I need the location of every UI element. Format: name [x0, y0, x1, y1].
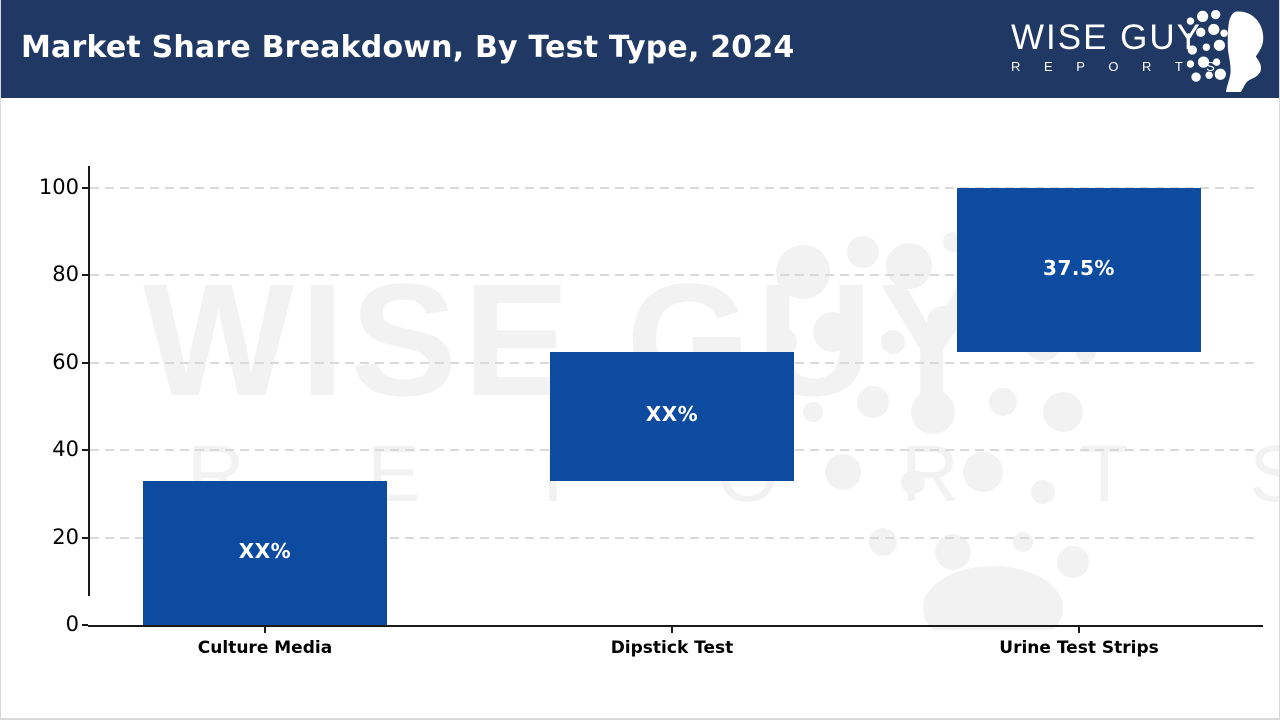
y-tick-label-80: 80 [52, 262, 79, 286]
bar-value-label-0: XX% [238, 538, 292, 563]
x-category-label-0: Culture Media [197, 638, 333, 658]
y-tick-mark-80 [82, 274, 88, 276]
y-tick-mark-0 [82, 624, 88, 626]
y-tick-label-60: 60 [52, 349, 79, 374]
y-tick-label-100: 100 [38, 174, 79, 199]
x-category-label-1: Dipstick Test [610, 638, 734, 658]
header-bar: Market Share Breakdown, By Test Type, 20… [1, 0, 1279, 98]
gridline-100 [90, 186, 1259, 189]
x-tick-mark-0 [264, 627, 266, 633]
y-tick-mark-40 [82, 449, 88, 451]
x-tick-mark-2 [1078, 627, 1080, 633]
x-tick-mark-1 [671, 627, 673, 633]
y-tick-label-40: 40 [52, 437, 79, 461]
y-tick-mark-100 [82, 186, 88, 189]
wise-guy-reports-logo: WISE GUY R E P O R T S [1011, 6, 1267, 94]
bar-dipstick-test [550, 351, 794, 481]
y-tick-label-0: 0 [65, 612, 79, 636]
bar-urine-test-strips [957, 187, 1201, 352]
chart-title: Market Share Breakdown, By Test Type, 20… [21, 30, 795, 65]
logo-secondary-text: R E P O R T S [1011, 59, 1225, 74]
y-tick-mark-60 [82, 361, 88, 364]
y-tick-mark-20 [82, 536, 88, 539]
y-tick-label-20: 20 [52, 524, 79, 549]
gridline-20 [90, 536, 1259, 539]
gridline-80 [90, 274, 1259, 276]
x-category-label-2: Urine Test Strips [999, 638, 1159, 658]
logo-primary-text: WISE GUY [1011, 18, 1203, 57]
bar-value-label-2: 37.5% [1043, 255, 1115, 280]
bar-value-label-1: XX% [645, 402, 699, 427]
chart-plot-area: 0 20 40 60 80 100 XX% Culture Media XX% Dipstick … [1, 98, 1279, 718]
logo-head-icon [1185, 9, 1264, 92]
x-axis-line [88, 625, 1263, 627]
bar-culture-media [143, 480, 387, 625]
y-axis-line [88, 166, 90, 596]
logo-text: WISE GUY R E P O R T S [1011, 18, 1225, 75]
